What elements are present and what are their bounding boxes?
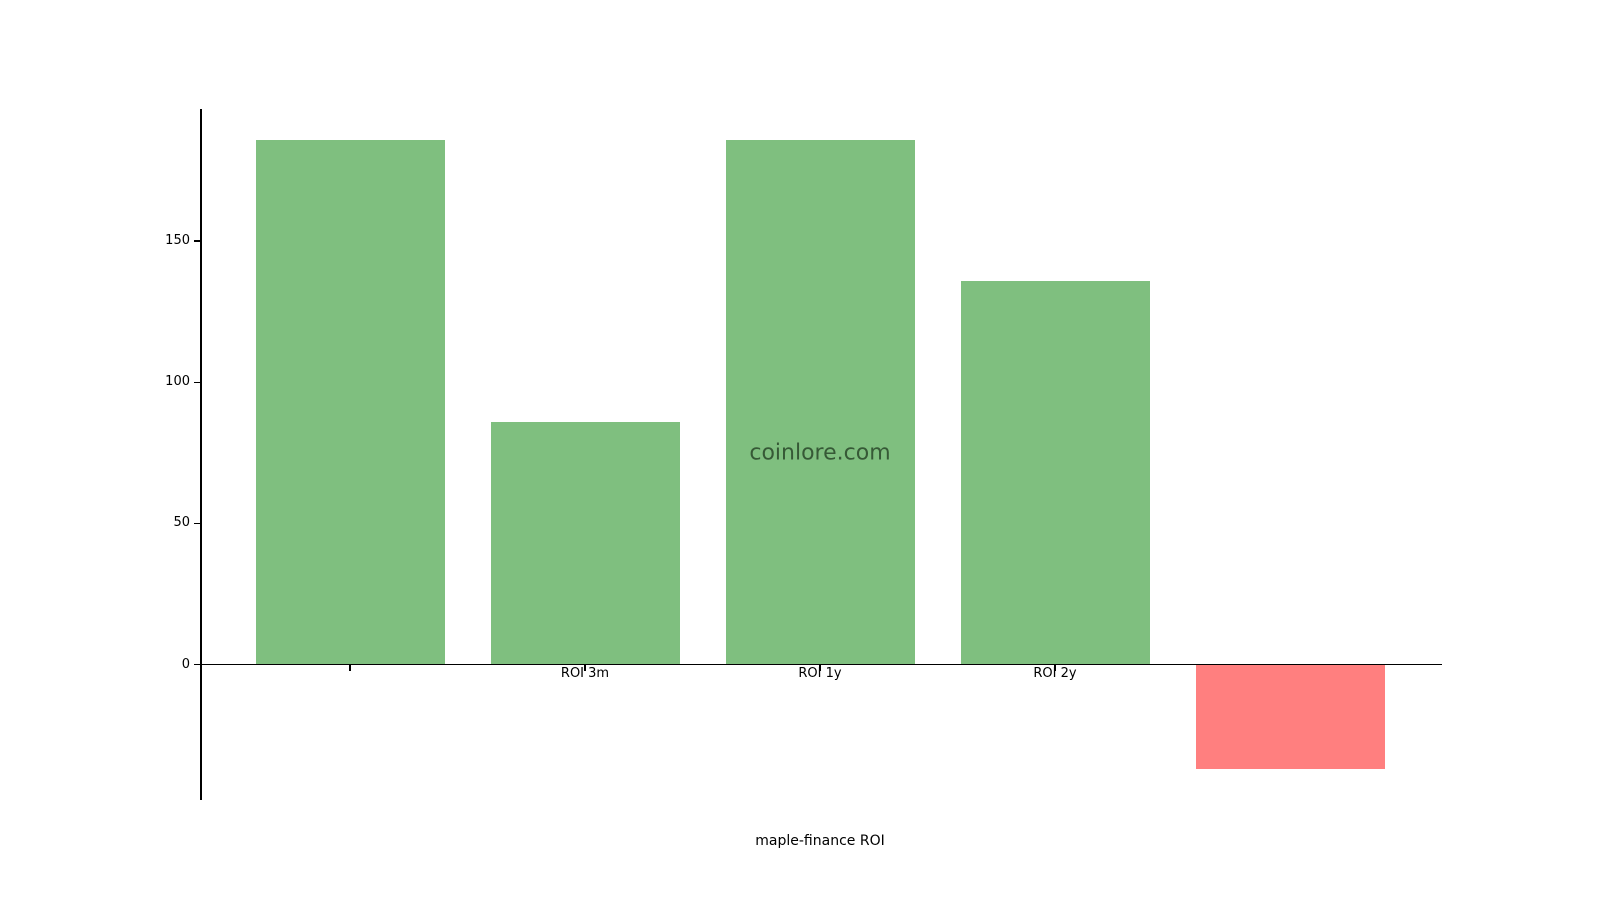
y-tick-mark <box>193 522 200 525</box>
bar-roi-1y <box>725 139 915 665</box>
x-tick-mark <box>1054 664 1056 671</box>
x-tick-label-roi-2y: ROI 2y <box>1033 666 1077 681</box>
bar-roi-3m <box>490 421 680 665</box>
y-tick-label: 50 <box>173 515 190 531</box>
y-tick-label: 0 <box>181 656 190 672</box>
bar-category-5 <box>1195 664 1385 769</box>
x-tick-label-roi-3m: ROI 3m <box>560 666 610 681</box>
bar-roi-2y <box>960 280 1150 665</box>
watermark-text: coinlore.com <box>749 440 891 466</box>
x-tick-label-roi-1y: ROI 1y <box>798 666 842 681</box>
bar-category-1 <box>255 139 445 665</box>
y-tick-mark <box>193 240 200 242</box>
x-tick-mark <box>349 664 351 671</box>
y-tick-label: 150 <box>165 233 190 249</box>
x-tick-mark <box>819 664 821 671</box>
y-tick-label: 100 <box>165 374 190 390</box>
y-axis-line <box>200 108 202 800</box>
x-axis-zero-line <box>200 663 1442 666</box>
y-tick-mark <box>193 381 200 384</box>
y-tick-mark <box>193 663 200 666</box>
chart-title: maple-finance ROI <box>755 833 885 849</box>
x-tick-mark <box>584 664 586 671</box>
